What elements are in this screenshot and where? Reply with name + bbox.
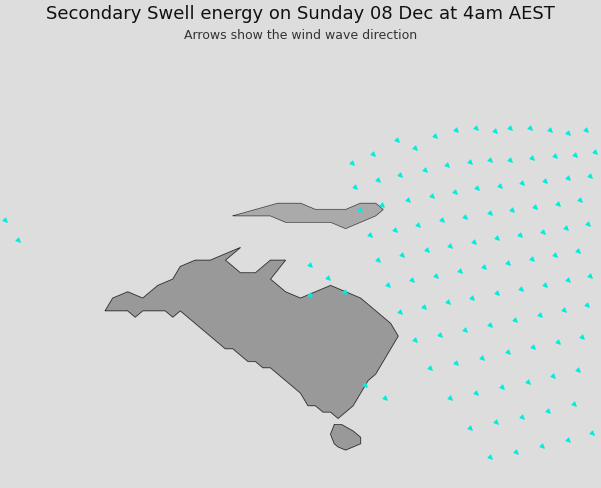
Polygon shape	[233, 203, 383, 228]
Polygon shape	[331, 425, 361, 450]
Text: Secondary Swell energy on Sunday 08 Dec at 4am AEST: Secondary Swell energy on Sunday 08 Dec …	[46, 5, 555, 23]
Polygon shape	[105, 247, 398, 418]
Text: Arrows show the wind wave direction: Arrows show the wind wave direction	[184, 29, 417, 41]
